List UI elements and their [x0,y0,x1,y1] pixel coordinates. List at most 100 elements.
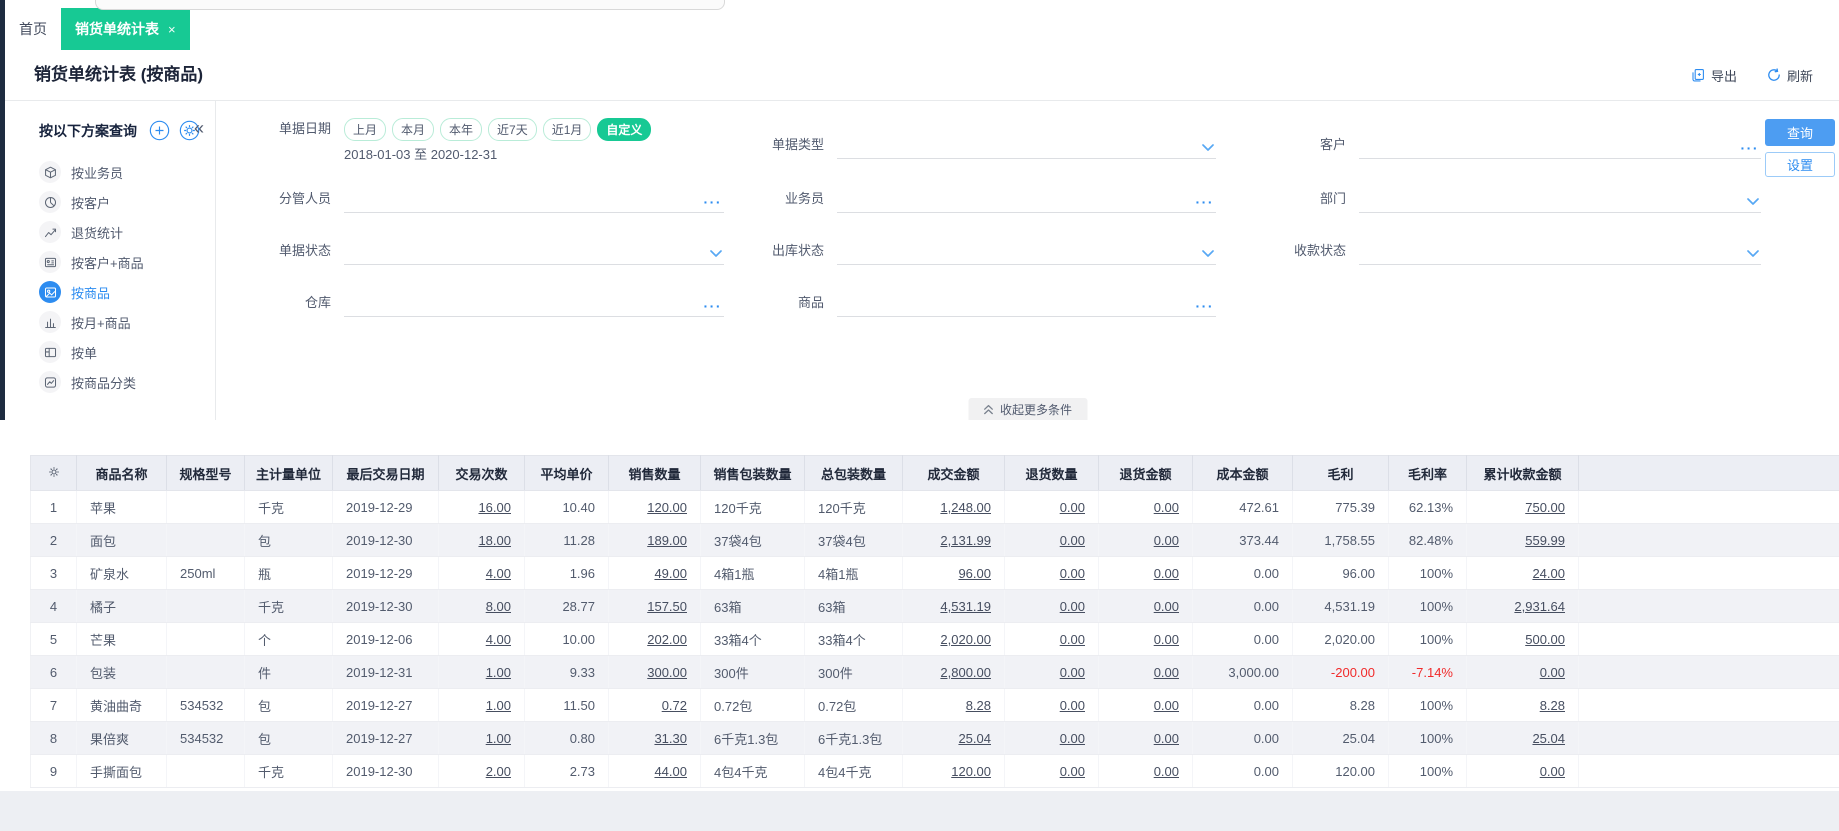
date-pill-0[interactable]: 上月 [344,118,387,141]
sidebar-item-customer-goods[interactable]: 按客户+商品 [5,247,215,277]
cell-link-trade-count[interactable]: 4.00 [485,631,511,647]
sidebar-item-customer[interactable]: 按客户 [5,187,215,217]
cell-link-trade-count[interactable]: 18.00 [478,532,511,548]
cell-link-return-amount[interactable]: 0.00 [1153,598,1179,614]
cell-link-deal-amount[interactable]: 25.04 [958,730,991,746]
cell-link-return-amount[interactable]: 0.00 [1153,664,1179,680]
refresh-button[interactable]: 刷新 [1767,66,1813,85]
cell-link-sales-qty[interactable]: 49.00 [654,565,687,581]
sidebar-item-returns-stats[interactable]: 退货统计 [5,217,215,247]
cell-link-return-amount[interactable]: 0.00 [1153,532,1179,548]
cell-link-trade-count[interactable]: 8.00 [485,598,511,614]
cell-link-return-amount[interactable]: 0.00 [1153,697,1179,713]
cell-link-sales-qty[interactable]: 157.50 [647,598,687,614]
scheme-settings-button[interactable] [179,120,200,141]
cell-link-deal-amount[interactable]: 1,248.00 [940,499,991,515]
cell-link-deal-amount[interactable]: 96.00 [958,565,991,581]
cell-link-sales-qty[interactable]: 202.00 [647,631,687,647]
filter-warehouse-input[interactable]: ··· [344,286,724,317]
cell-link-trade-count[interactable]: 1.00 [485,664,511,680]
filter-outbound-status-input[interactable] [837,234,1216,265]
cell-link-return-qty[interactable]: 0.00 [1059,730,1085,746]
cell-link-sales-qty[interactable]: 120.00 [647,499,687,515]
cell-link-return-qty[interactable]: 0.00 [1059,598,1085,614]
cell-link-sales-qty[interactable]: 31.30 [654,730,687,746]
filter-bill-type-input[interactable] [837,128,1216,159]
cell-link-return-qty[interactable]: 0.00 [1059,664,1085,680]
cell-link-trade-count[interactable]: 4.00 [485,565,511,581]
cell-link-trade-count[interactable]: 1.00 [485,730,511,746]
query-button[interactable]: 查询 [1765,119,1835,146]
date-pill-custom[interactable]: 自定义 [597,118,652,141]
date-range-value[interactable]: 2018-01-03 至 2020-12-31 [344,147,498,162]
cell-link-return-qty[interactable]: 0.00 [1059,532,1085,548]
cell-link-received-amount[interactable]: 500.00 [1525,631,1565,647]
cell-link-deal-amount[interactable]: 120.00 [951,763,991,779]
cell-link-received-amount[interactable]: 24.00 [1532,565,1565,581]
cell-link-sales-qty[interactable]: 300.00 [647,664,687,680]
cell-link-sales-qty[interactable]: 44.00 [654,763,687,779]
ellipsis-icon[interactable]: ··· [703,193,722,210]
cell-link-deal-amount[interactable]: 4,531.19 [940,598,991,614]
cell-link-received-amount[interactable]: 750.00 [1525,499,1565,515]
chevron-down-icon[interactable] [1202,143,1214,151]
tab-sales-statistics[interactable]: 销货单统计表 × [61,8,190,50]
cell-link-return-qty[interactable]: 0.00 [1059,631,1085,647]
sidebar-item-goods[interactable]: 按商品 [5,277,215,307]
close-icon[interactable]: × [168,21,176,37]
sidebar-item-goods-category[interactable]: 按商品分类 [5,367,215,397]
tab-home[interactable]: 首页 [19,21,47,37]
filter-salesman-input[interactable]: ··· [837,182,1216,213]
chevron-down-icon[interactable] [1747,249,1759,257]
cell-link-sales-qty[interactable]: 0.72 [661,697,687,713]
cell-link-return-amount[interactable]: 0.00 [1153,763,1179,779]
filter-manager-input[interactable]: ··· [344,182,724,213]
ellipsis-icon[interactable]: ··· [703,297,722,314]
cell-link-received-amount[interactable]: 8.28 [1539,697,1565,713]
ellipsis-icon[interactable]: ··· [1740,139,1759,156]
sidebar-item-bill[interactable]: 按单 [5,337,215,367]
chevron-down-icon[interactable] [1747,197,1759,205]
cell-link-received-amount[interactable]: 559.99 [1525,532,1565,548]
cell-link-deal-amount[interactable]: 2,131.99 [940,532,991,548]
chevron-down-icon[interactable] [1202,249,1214,257]
cell-link-sales-qty[interactable]: 189.00 [647,532,687,548]
cell-link-trade-count[interactable]: 2.00 [485,763,511,779]
filter-goods-input[interactable]: ··· [837,286,1216,317]
column-settings-gear-icon[interactable] [30,455,77,491]
filter-bill-status-input[interactable] [344,234,724,265]
cell-link-return-qty[interactable]: 0.00 [1059,697,1085,713]
ellipsis-icon[interactable]: ··· [1195,297,1214,314]
cell-link-received-amount[interactable]: 0.00 [1539,664,1565,680]
cell-link-trade-count[interactable]: 1.00 [485,697,511,713]
cell-link-deal-amount[interactable]: 2,800.00 [940,664,991,680]
cell-link-return-qty[interactable]: 0.00 [1059,565,1085,581]
cell-link-return-qty[interactable]: 0.00 [1059,499,1085,515]
sidebar-item-salesman[interactable]: 按业务员 [5,157,215,187]
date-pill-4[interactable]: 近1月 [542,118,592,141]
date-pill-2[interactable]: 本年 [440,118,483,141]
sidebar-collapse-icon[interactable]: « [193,118,204,138]
cell-link-return-qty[interactable]: 0.00 [1059,763,1085,779]
cell-link-return-amount[interactable]: 0.00 [1153,565,1179,581]
filter-department-input[interactable] [1359,182,1761,213]
cell-link-return-amount[interactable]: 0.00 [1153,499,1179,515]
chevron-down-icon[interactable] [710,249,722,257]
filter-payment-status-input[interactable] [1359,234,1761,265]
filter-customer-input[interactable]: ··· [1359,128,1761,159]
cell-link-trade-count[interactable]: 16.00 [478,499,511,515]
cell-link-deal-amount[interactable]: 2,020.00 [940,631,991,647]
date-pill-1[interactable]: 本月 [392,118,435,141]
sidebar-item-month-goods[interactable]: 按月+商品 [5,307,215,337]
date-pill-3[interactable]: 近7天 [488,118,537,141]
add-scheme-button[interactable] [149,120,170,141]
cell-link-return-amount[interactable]: 0.00 [1153,631,1179,647]
ellipsis-icon[interactable]: ··· [1195,193,1214,210]
cell-link-deal-amount[interactable]: 8.28 [965,697,991,713]
export-button[interactable]: 导出 [1691,66,1737,85]
cell-link-received-amount[interactable]: 25.04 [1532,730,1565,746]
cell-link-return-amount[interactable]: 0.00 [1153,730,1179,746]
collapse-more-filters[interactable]: 收起更多条件 [967,398,1088,420]
cell-link-received-amount[interactable]: 2,931.64 [1514,598,1565,614]
cell-link-received-amount[interactable]: 0.00 [1539,763,1565,779]
